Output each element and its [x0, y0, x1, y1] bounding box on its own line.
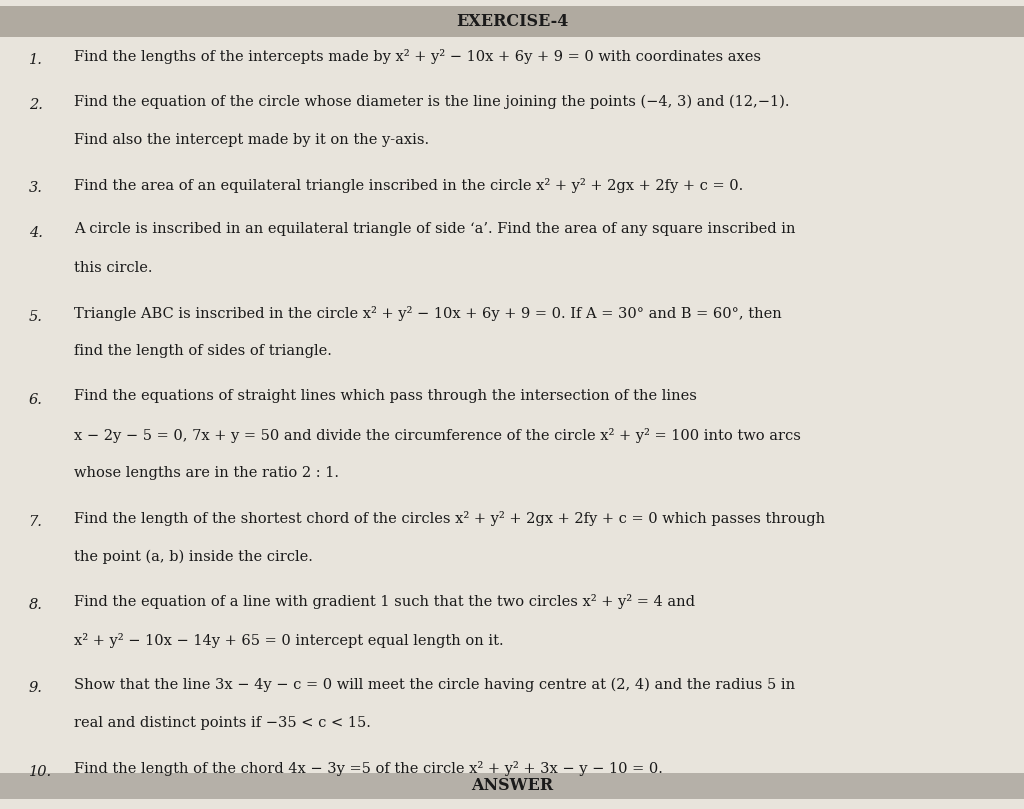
Text: find the length of sides of triangle.: find the length of sides of triangle.: [74, 345, 332, 358]
Text: x² + y² − 10x − 14y + 65 = 0 intercept equal length on it.: x² + y² − 10x − 14y + 65 = 0 intercept e…: [74, 633, 504, 648]
Text: Show that the line 3x − 4y − c = 0 will meet the circle having centre at (2, 4) : Show that the line 3x − 4y − c = 0 will …: [74, 678, 795, 692]
FancyBboxPatch shape: [0, 773, 1024, 799]
Text: 8.: 8.: [29, 598, 43, 612]
FancyBboxPatch shape: [0, 6, 1024, 37]
Text: 2.: 2.: [29, 98, 43, 112]
Text: Find the area of an equilateral triangle inscribed in the circle x² + y² + 2gx +: Find the area of an equilateral triangle…: [74, 178, 743, 193]
Text: 9.: 9.: [29, 681, 43, 696]
Text: this circle.: this circle.: [74, 261, 153, 275]
Text: Find the length of the shortest chord of the circles x² + y² + 2gx + 2fy + c = 0: Find the length of the shortest chord of…: [74, 511, 825, 526]
Text: Triangle ABC is inscribed in the circle x² + y² − 10x + 6y + 9 = 0. If A = 30° a: Triangle ABC is inscribed in the circle …: [74, 306, 781, 321]
Text: 5.: 5.: [29, 310, 43, 324]
Text: the point (a, b) inside the circle.: the point (a, b) inside the circle.: [74, 549, 312, 564]
Text: Find the equations of straight lines which pass through the intersection of the : Find the equations of straight lines whi…: [74, 389, 696, 403]
Text: Find also the intercept made by it on the y-axis.: Find also the intercept made by it on th…: [74, 133, 429, 146]
Text: 4.: 4.: [29, 227, 43, 240]
Text: Find the length of the chord 4x − 3y =5 of the circle x² + y² + 3x − y − 10 = 0.: Find the length of the chord 4x − 3y =5 …: [74, 761, 663, 776]
Text: EXERCISE-4: EXERCISE-4: [456, 13, 568, 31]
Text: 7.: 7.: [29, 515, 43, 529]
Text: real and distinct points if −35 < c < 15.: real and distinct points if −35 < c < 15…: [74, 716, 371, 730]
Text: 1.: 1.: [29, 53, 43, 67]
Text: A circle is inscribed in an equilateral triangle of side ‘a’. Find the area of a: A circle is inscribed in an equilateral …: [74, 222, 796, 236]
Text: Find the lengths of the intercepts made by x² + y² − 10x + 6y + 9 = 0 with coord: Find the lengths of the intercepts made …: [74, 49, 761, 65]
Text: 3.: 3.: [29, 181, 43, 196]
Text: Find the equation of the circle whose diameter is the line joining the points (−: Find the equation of the circle whose di…: [74, 95, 790, 108]
Text: 6.: 6.: [29, 393, 43, 407]
Text: 10.: 10.: [29, 765, 52, 779]
Text: Find the equation of a line with gradient 1 such that the two circles x² + y² = : Find the equation of a line with gradien…: [74, 594, 694, 609]
Text: x − 2y − 5 = 0, 7x + y = 50 and divide the circumference of the circle x² + y² =: x − 2y − 5 = 0, 7x + y = 50 and divide t…: [74, 427, 801, 443]
Text: ANSWER: ANSWER: [471, 777, 553, 794]
Text: whose lengths are in the ratio 2 : 1.: whose lengths are in the ratio 2 : 1.: [74, 466, 339, 480]
